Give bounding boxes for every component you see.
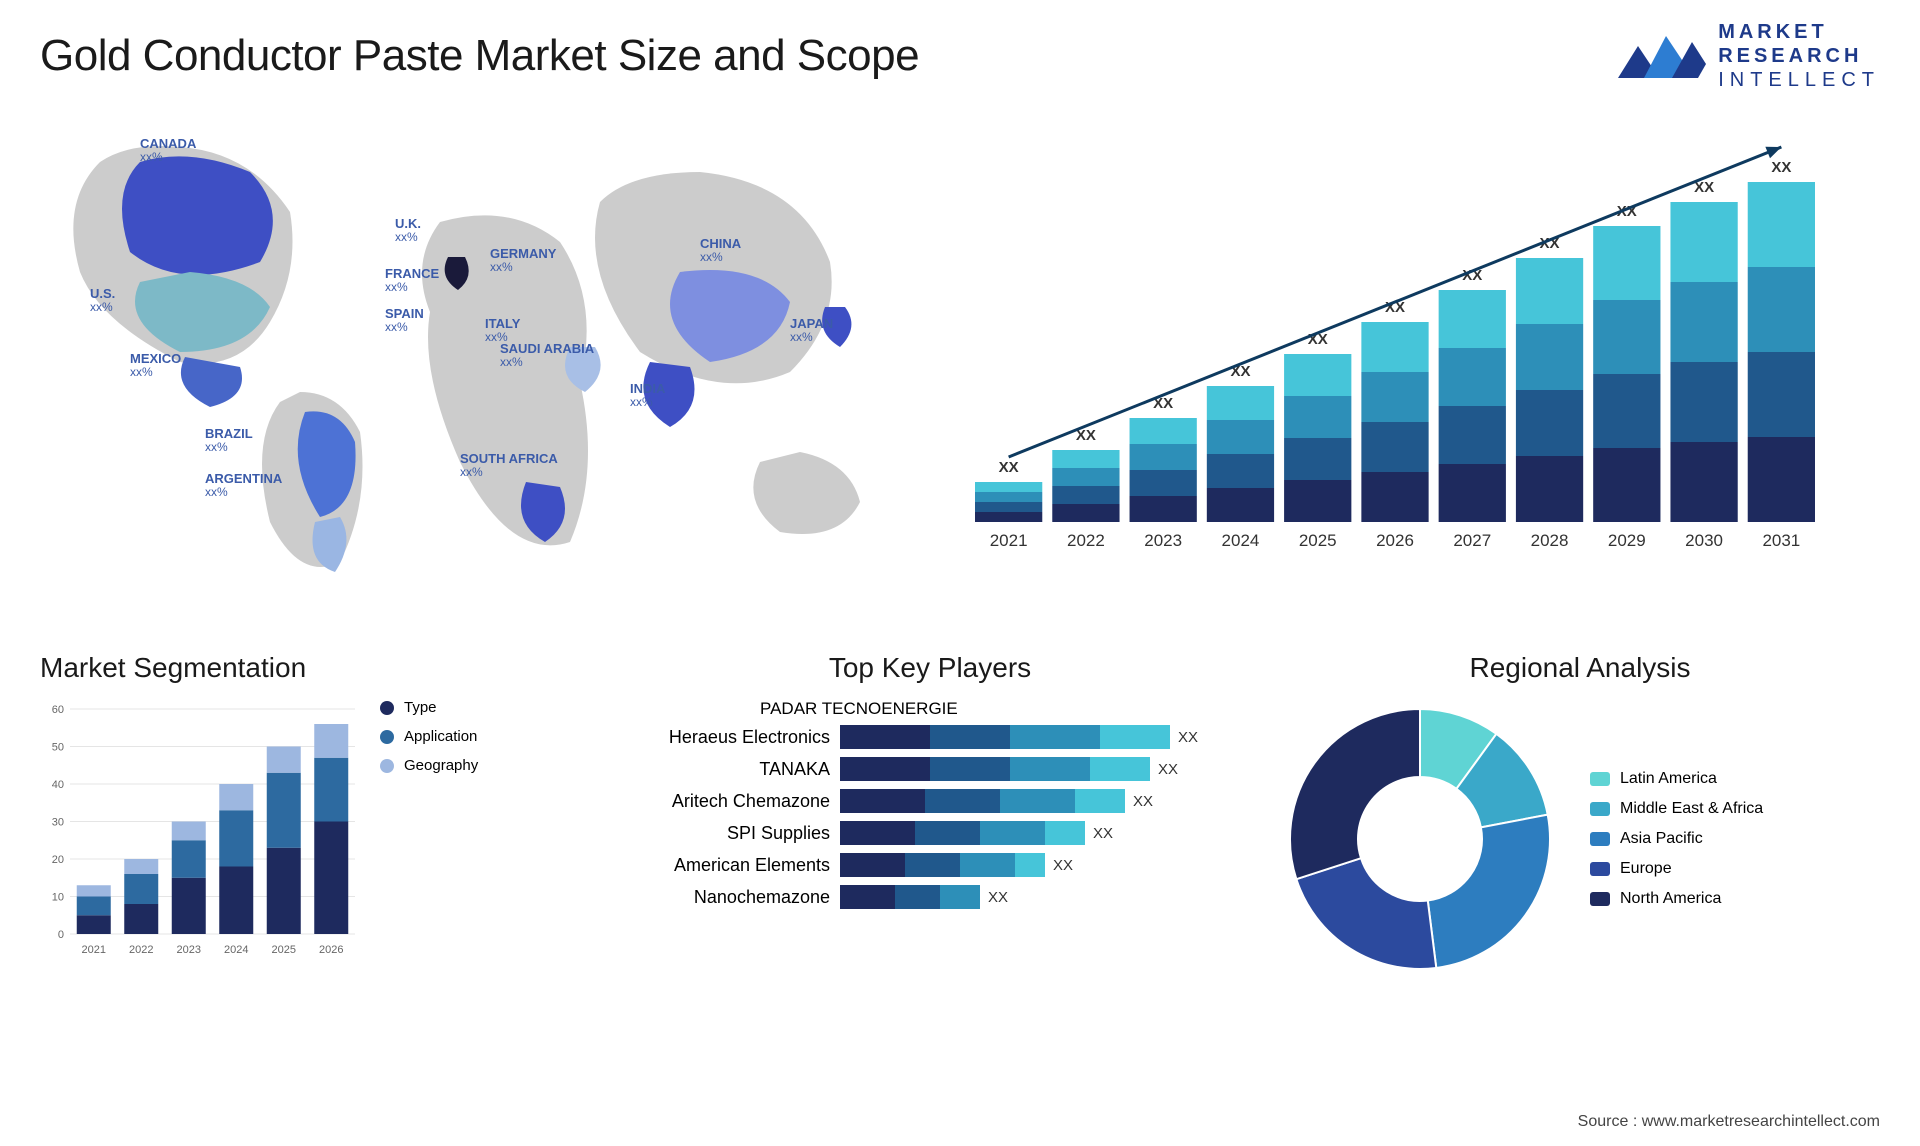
logo-text-2: RESEARCH	[1718, 44, 1880, 68]
player-value: XX	[1178, 729, 1198, 746]
players-header: PADAR TECNOENERGIE	[760, 699, 1230, 719]
player-value: XX	[988, 889, 1008, 906]
svg-text:20: 20	[52, 854, 64, 866]
svg-text:XX: XX	[999, 459, 1019, 476]
regional-title: Regional Analysis	[1280, 652, 1880, 684]
svg-text:2021: 2021	[82, 944, 106, 956]
regional-legend-item: North America	[1590, 890, 1763, 908]
svg-text:10: 10	[52, 892, 64, 904]
svg-text:2024: 2024	[224, 944, 248, 956]
svg-text:30: 30	[52, 817, 64, 829]
logo-text-1: MARKET	[1718, 20, 1880, 44]
player-name: TANAKA	[630, 759, 840, 780]
svg-text:2025: 2025	[272, 944, 296, 956]
map-label-u-s-: U.S.xx%	[90, 287, 115, 314]
svg-text:2022: 2022	[1067, 531, 1105, 550]
player-row: Nanochemazone XX	[630, 885, 1230, 909]
map-label-france: FRANCExx%	[385, 267, 439, 294]
player-row: Aritech Chemazone XX	[630, 789, 1230, 813]
player-name: American Elements	[630, 855, 840, 876]
segmentation-section: Market Segmentation 0 10 20 30 40 50 60 2021 202…	[40, 652, 580, 979]
svg-text:2022: 2022	[129, 944, 153, 956]
regional-donut-chart	[1280, 699, 1560, 979]
svg-text:2023: 2023	[1144, 531, 1182, 550]
player-value: XX	[1053, 857, 1073, 874]
page-title: Gold Conductor Paste Market Size and Sco…	[40, 31, 919, 81]
segmentation-title: Market Segmentation	[40, 652, 580, 684]
player-row: American Elements XX	[630, 853, 1230, 877]
map-label-china: CHINAxx%	[700, 237, 741, 264]
player-bar	[840, 885, 980, 909]
map-label-canada: CANADAxx%	[140, 137, 196, 164]
player-row: SPI Supplies XX	[630, 821, 1230, 845]
svg-text:XX: XX	[1771, 159, 1791, 176]
player-value: XX	[1093, 825, 1113, 842]
key-players-title: Top Key Players	[630, 652, 1230, 684]
player-name: SPI Supplies	[630, 823, 840, 844]
svg-text:60: 60	[52, 704, 64, 716]
svg-text:2026: 2026	[1376, 531, 1414, 550]
growth-chart: XX2021XX2022XX2023XX2024XX2025XX2026XX20…	[960, 122, 1880, 602]
svg-text:40: 40	[52, 779, 64, 791]
player-bar	[840, 821, 1085, 845]
svg-text:2024: 2024	[1222, 531, 1260, 550]
svg-text:2028: 2028	[1531, 531, 1569, 550]
svg-text:50: 50	[52, 742, 64, 754]
svg-text:2031: 2031	[1762, 531, 1800, 550]
map-label-u-k-: U.K.xx%	[395, 217, 421, 244]
regional-legend-item: Latin America	[1590, 770, 1763, 788]
svg-text:2026: 2026	[319, 944, 343, 956]
player-bar	[840, 757, 1150, 781]
player-value: XX	[1158, 761, 1178, 778]
svg-text:2025: 2025	[1299, 531, 1337, 550]
segmentation-legend: Type Application Geography	[380, 699, 478, 774]
brand-logo: MARKET RESEARCH INTELLECT	[1616, 20, 1880, 92]
player-row: Heraeus Electronics XX	[630, 725, 1230, 749]
map-label-germany: GERMANYxx%	[490, 247, 556, 274]
regional-legend: Latin America Middle East & Africa Asia Pa…	[1590, 770, 1763, 908]
logo-text-3: INTELLECT	[1718, 68, 1880, 92]
source-label: Source : www.marketresearchintellect.com	[1578, 1113, 1880, 1131]
map-label-india: INDIAxx%	[630, 382, 665, 409]
map-label-japan: JAPANxx%	[790, 317, 833, 344]
map-label-mexico: MEXICOxx%	[130, 352, 181, 379]
map-label-argentina: ARGENTINAxx%	[205, 472, 282, 499]
svg-text:2029: 2029	[1608, 531, 1646, 550]
seg-legend-item: Geography	[380, 757, 478, 774]
map-label-spain: SPAINxx%	[385, 307, 424, 334]
player-name: Aritech Chemazone	[630, 791, 840, 812]
map-label-saudi-arabia: SAUDI ARABIAxx%	[500, 342, 594, 369]
logo-mark-icon	[1616, 28, 1706, 84]
player-bar	[840, 853, 1045, 877]
seg-legend-item: Type	[380, 699, 478, 716]
regional-section: Regional Analysis Latin America Middle Ea…	[1280, 652, 1880, 979]
regional-legend-item: Asia Pacific	[1590, 830, 1763, 848]
svg-text:2027: 2027	[1453, 531, 1491, 550]
svg-text:2030: 2030	[1685, 531, 1723, 550]
svg-text:0: 0	[58, 929, 64, 941]
player-row: TANAKA XX	[630, 757, 1230, 781]
segmentation-chart: 0 10 20 30 40 50 60 2021 2022 2023 2024 2025 2026	[40, 699, 360, 959]
map-label-south-africa: SOUTH AFRICAxx%	[460, 452, 558, 479]
svg-text:2021: 2021	[990, 531, 1028, 550]
player-bar	[840, 789, 1125, 813]
svg-text:2023: 2023	[177, 944, 201, 956]
world-map: CANADAxx% U.S.xx% MEXICOxx% BRAZILxx% ARGENT…	[40, 122, 920, 602]
key-players-section: Top Key Players PADAR TECNOENERGIE Heraeu…	[630, 652, 1230, 979]
regional-legend-item: Europe	[1590, 860, 1763, 878]
player-name: Nanochemazone	[630, 887, 840, 908]
player-value: XX	[1133, 793, 1153, 810]
seg-legend-item: Application	[380, 728, 478, 745]
regional-legend-item: Middle East & Africa	[1590, 800, 1763, 818]
map-label-brazil: BRAZILxx%	[205, 427, 253, 454]
player-name: Heraeus Electronics	[630, 727, 840, 748]
player-bar	[840, 725, 1170, 749]
